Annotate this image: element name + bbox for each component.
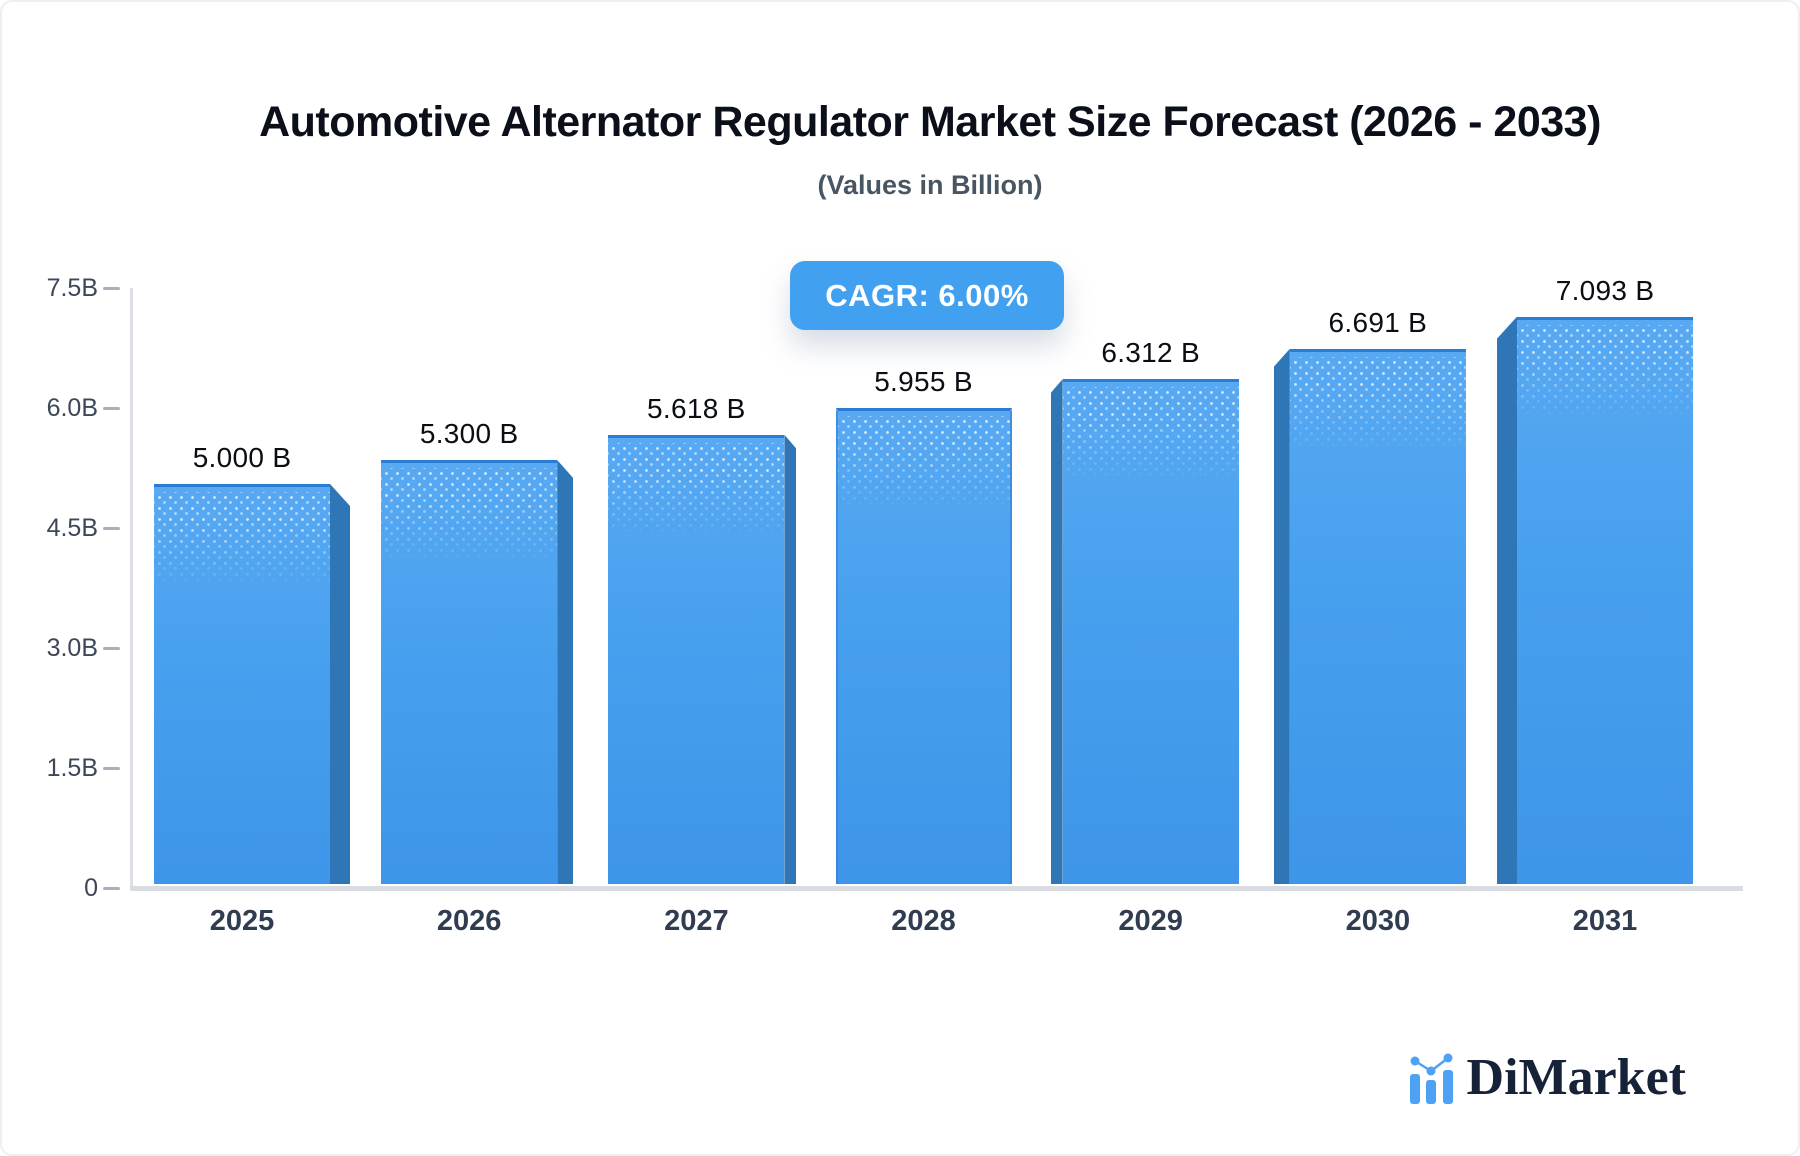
bar-value-label: 5.000 B <box>192 442 292 473</box>
y-axis-tick-label: 3.0B <box>46 634 98 662</box>
bar-2031[interactable] <box>1497 316 1694 884</box>
bar-front-face <box>154 484 330 884</box>
bar-side-face <box>1050 379 1063 884</box>
y-axis-tick-label: 1.5B <box>46 754 98 782</box>
bar-side-face <box>1273 348 1290 884</box>
cagr-badge: CAGR: 6.00% <box>790 261 1064 330</box>
x-axis-label: 2030 <box>1345 905 1411 937</box>
x-axis-label: 2026 <box>436 905 502 937</box>
y-axis-line <box>130 288 133 888</box>
x-axis-label: 2028 <box>891 905 956 937</box>
bar-front-face <box>608 434 785 884</box>
bar-2027[interactable] <box>608 434 797 884</box>
y-axis-tick <box>103 886 120 890</box>
bar-2030[interactable] <box>1273 348 1466 884</box>
y-axis-tick <box>103 766 120 770</box>
x-axis-label: 2031 <box>1572 905 1638 937</box>
cagr-badge-label: CAGR: 6.00% <box>825 277 1029 313</box>
bar-front-face <box>1062 379 1239 884</box>
bar-side-face <box>784 434 797 884</box>
bar-value-label: 6.691 B <box>1328 306 1428 338</box>
y-axis-tick <box>103 646 120 650</box>
bar-2028[interactable] <box>835 407 1012 884</box>
bar-front-face <box>1289 348 1466 884</box>
bar-2029[interactable] <box>1050 379 1239 884</box>
bar-2025[interactable] <box>154 484 350 884</box>
bar-side-face <box>330 484 350 884</box>
x-axis-label: 2029 <box>1118 905 1183 937</box>
brand-logo-text: DiMarket <box>1466 1049 1686 1106</box>
y-axis-tick <box>103 286 120 290</box>
y-axis-tick-label: 7.5B <box>46 274 98 302</box>
y-axis-tick-label: 6.0B <box>46 394 98 422</box>
y-axis-tick <box>103 406 120 410</box>
bar-value-label: 6.312 B <box>1101 337 1200 369</box>
chart-subtitle: (Values in Billion) <box>817 170 1043 200</box>
chart-title: Automotive Alternator Regulator Market S… <box>259 98 1601 146</box>
bar-2026[interactable] <box>381 460 574 884</box>
x-axis-label: 2027 <box>664 905 729 937</box>
x-axis-baseline <box>130 886 1743 891</box>
x-axis-label: 2025 <box>209 905 275 937</box>
bar-side-face <box>1497 316 1518 884</box>
y-axis-tick-label: 0 <box>84 874 98 902</box>
bar-front-face <box>381 460 558 884</box>
bar-side-face <box>557 460 574 884</box>
mini-bar-chart-logo-icon <box>1409 1053 1453 1104</box>
y-axis-tick <box>103 526 120 530</box>
bar-front-face <box>835 407 1012 884</box>
bar-value-label: 5.300 B <box>419 418 519 449</box>
bar-value-label: 5.618 B <box>647 392 746 424</box>
bar-value-label: 7.093 B <box>1555 274 1655 306</box>
bar-front-face <box>1517 316 1694 884</box>
y-axis-tick-label: 4.5B <box>46 514 98 542</box>
brand-logo: DiMarket <box>1409 1044 1686 1104</box>
bar-value-label: 5.955 B <box>874 365 973 397</box>
